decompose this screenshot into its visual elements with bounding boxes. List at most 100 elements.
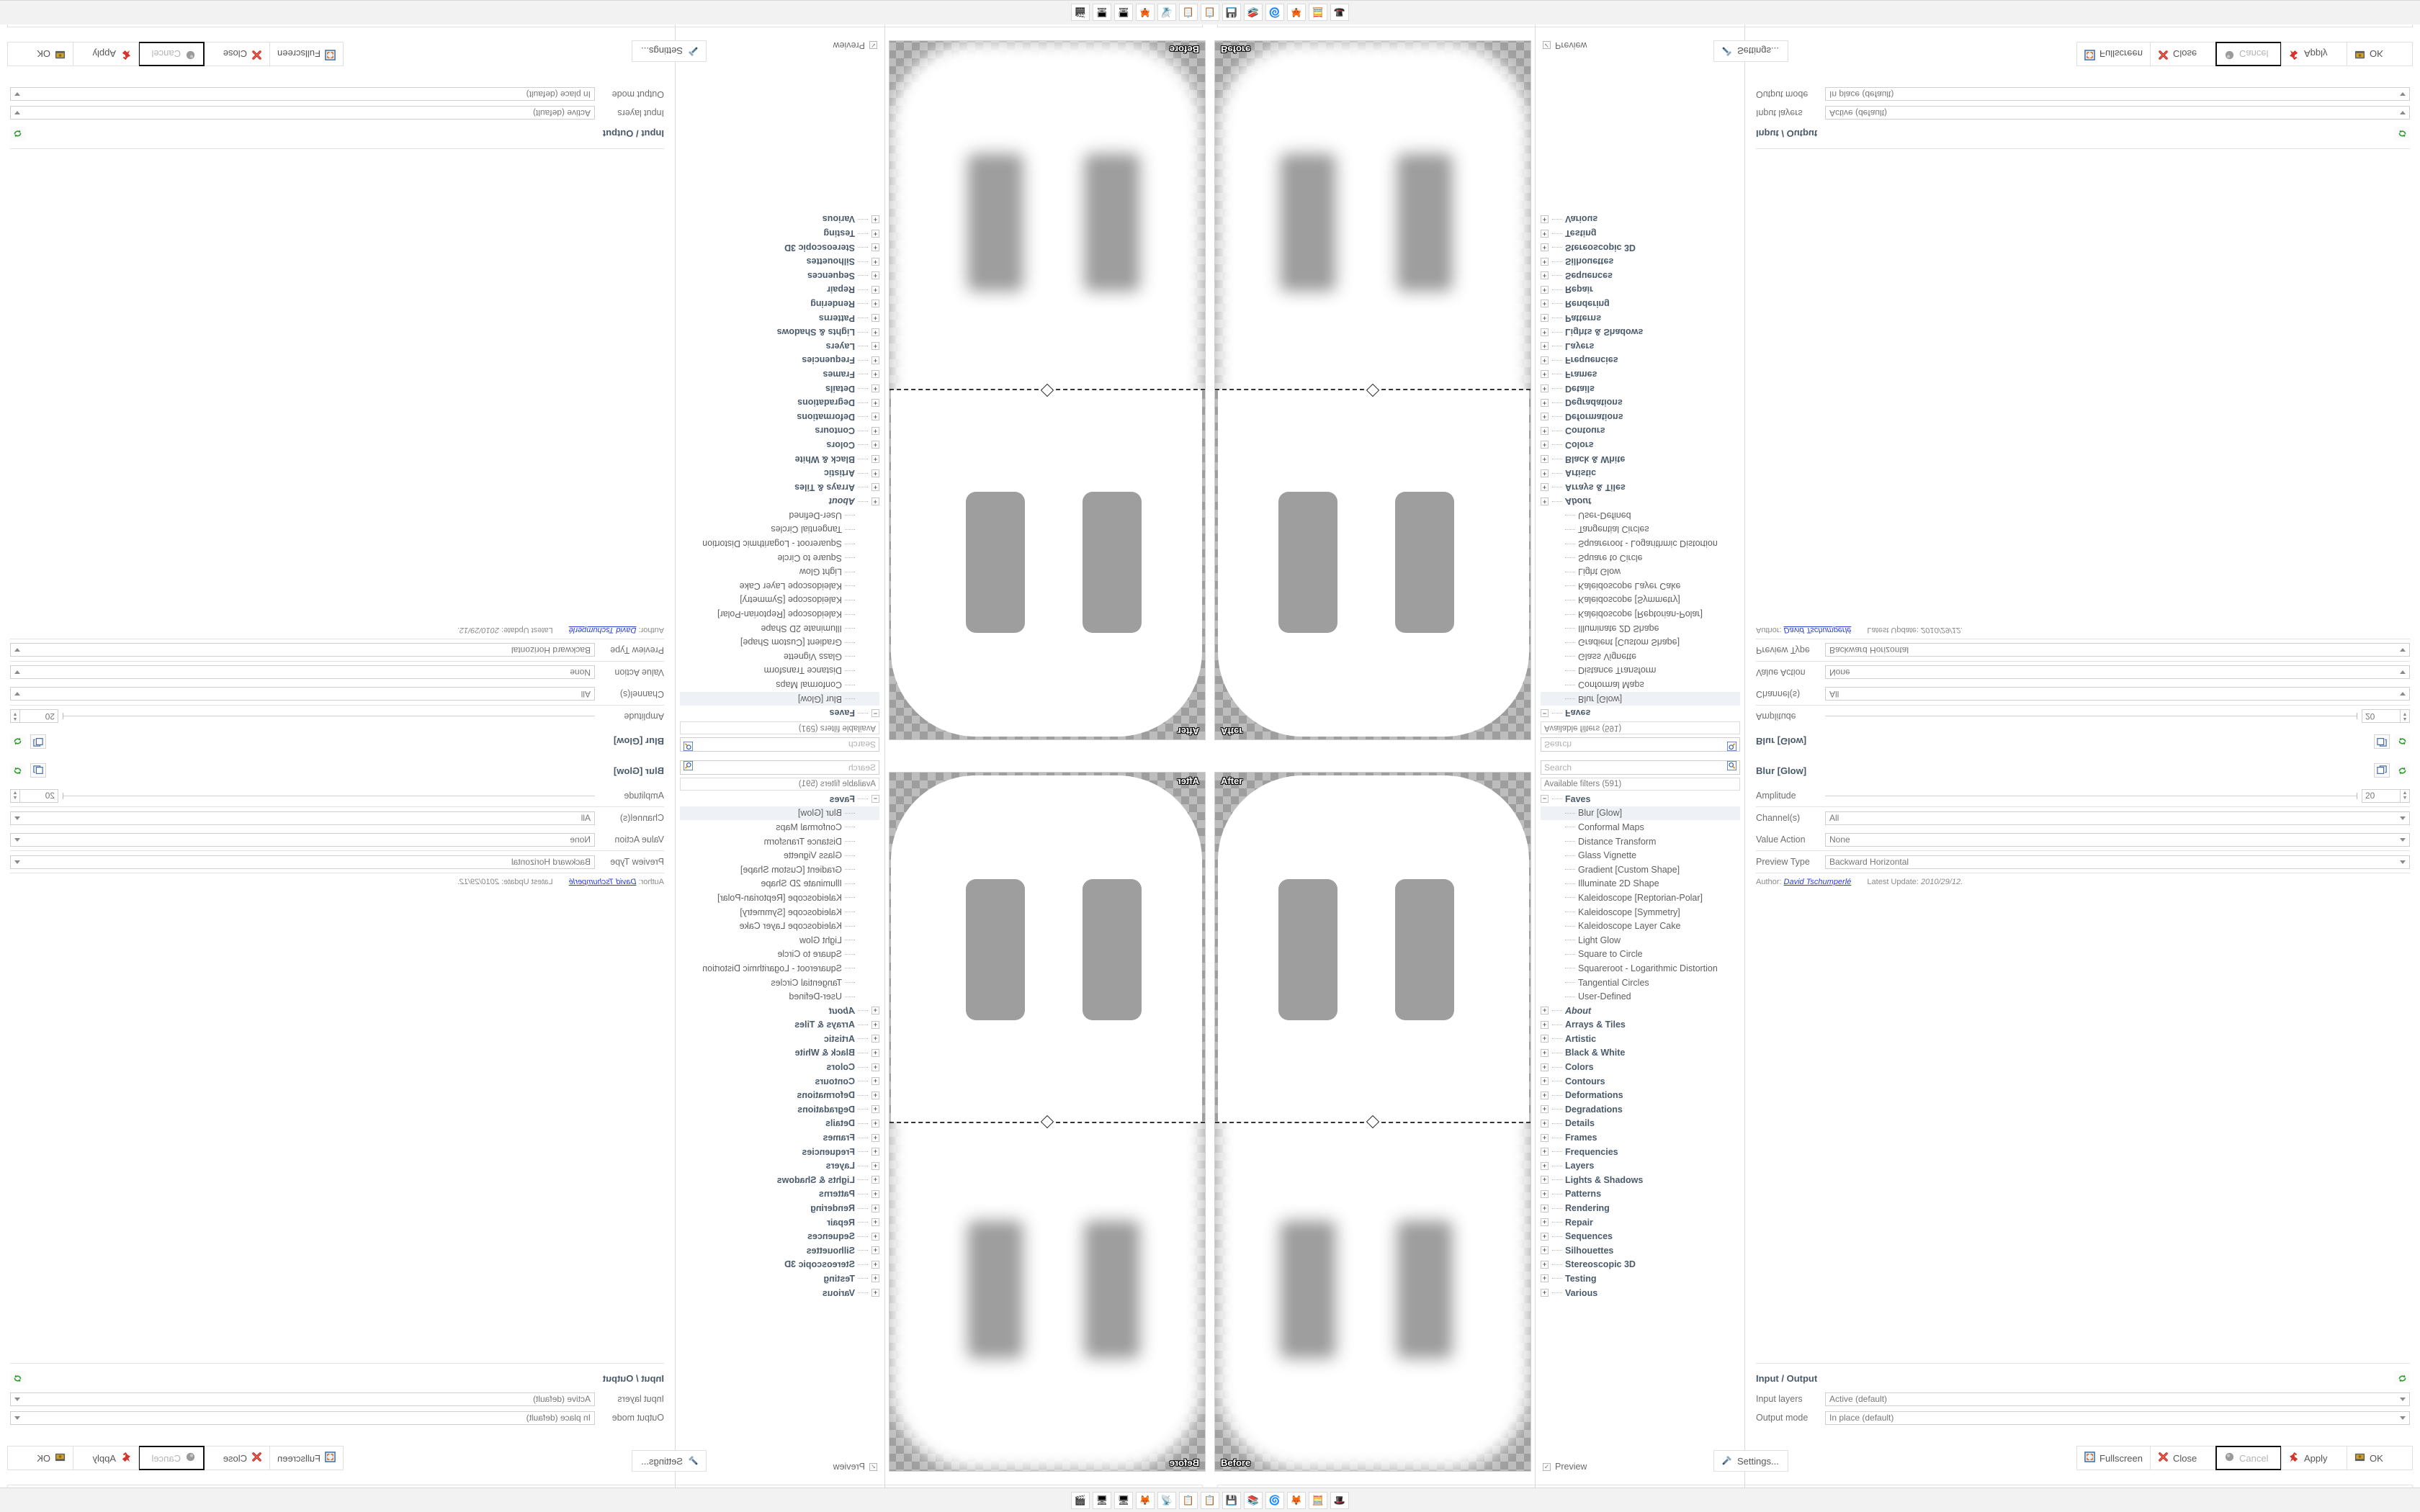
cancel-button[interactable]: Cancel xyxy=(2215,1446,2282,1470)
channels-select[interactable]: All xyxy=(1825,687,2410,701)
search-icon[interactable] xyxy=(1727,761,1736,774)
tree-category-contours[interactable]: + Contours xyxy=(1541,1074,1740,1089)
tree-item-fave[interactable]: Conformal Maps xyxy=(680,678,879,692)
tree-category-testing[interactable]: + Testing xyxy=(680,1272,879,1286)
tree-category-arrays-tiles[interactable]: + Arrays & Tiles xyxy=(680,480,879,495)
fullscreen-button[interactable]: Fullscreen xyxy=(269,1446,344,1470)
tree-category-layers[interactable]: + Layers xyxy=(680,1158,879,1173)
input-output-block[interactable]: Input / Output Input layers Active (defa… xyxy=(10,1363,664,1427)
expand-toggle-icon[interactable]: + xyxy=(1541,1176,1549,1184)
tree-item-fave[interactable]: Blur [Glow] xyxy=(680,691,879,706)
tree-category-patterns[interactable]: + Patterns xyxy=(680,311,879,325)
tree-item-fave[interactable]: Distance Transform xyxy=(1541,664,1740,678)
value-action-select[interactable]: None xyxy=(10,665,595,680)
channels-select[interactable]: All xyxy=(10,687,595,701)
disk64-icon[interactable]: 💾 xyxy=(1222,1491,1241,1509)
expand-toggle-icon[interactable]: + xyxy=(871,314,879,323)
apply-button[interactable]: Apply xyxy=(73,1446,139,1470)
tree-item-fave[interactable]: Kaleidoscope [Reptorian-Polar] xyxy=(1541,607,1740,621)
tree-item-fave[interactable]: Gradient [Custom Shape] xyxy=(1541,863,1740,877)
tree-item-fave[interactable]: Kaleidoscope [Symmetry] xyxy=(1541,905,1740,919)
tree-item-fave[interactable]: Blur [Glow] xyxy=(1541,806,1740,821)
amplitude-value[interactable]: 20 xyxy=(19,788,58,803)
expand-toggle-icon[interactable]: + xyxy=(871,497,879,505)
author-link[interactable]: David Tschumperlé xyxy=(568,878,637,886)
tree-category-patterns[interactable]: + Patterns xyxy=(680,1187,879,1202)
player-icon[interactable]: 🎬 xyxy=(1071,1491,1090,1509)
cancel-button[interactable]: Cancel xyxy=(138,1446,205,1470)
tree-category-artistic[interactable]: + Artistic xyxy=(1541,466,1740,480)
tree-item-fave[interactable]: Glass Vignette xyxy=(1541,649,1740,664)
dialog-button-bar[interactable]: Fullscreen Close Cancel xyxy=(2076,42,2413,66)
tree-item-fave[interactable]: Light Glow xyxy=(680,933,879,948)
tree-item-fave[interactable]: Kaleidoscope [Reptorian-Polar] xyxy=(680,891,879,905)
tree-item-fave[interactable]: Illuminate 2D Shape xyxy=(1541,621,1740,636)
expand-toggle-icon[interactable]: + xyxy=(1541,257,1549,266)
checkbox-box[interactable]: ✓ xyxy=(1543,1462,1551,1471)
fullscreen-button[interactable]: Fullscreen xyxy=(269,42,344,66)
expand-toggle-icon[interactable]: + xyxy=(1541,1148,1549,1156)
apply-button[interactable]: Apply xyxy=(73,42,139,66)
tree-group-faves[interactable]: − Faves xyxy=(1541,792,1740,806)
tree-item-fave[interactable]: Gradient [Custom Shape] xyxy=(680,863,879,877)
author-link[interactable]: David Tschumperlé xyxy=(568,626,637,634)
collapse-toggle-icon[interactable]: − xyxy=(1541,795,1549,804)
top-mirrored-taskbar[interactable]: 🎬 🖥 🖥 🦊 📡 📋 📋 💾 📚 🌀 🦊 🧮 🎩 xyxy=(0,0,2420,24)
expand-toggle-icon[interactable]: + xyxy=(871,469,879,477)
tree-item-fave[interactable]: Squareroot - Logarithmic Distortion xyxy=(680,961,879,976)
tree-category-arrays-tiles[interactable]: + Arrays & Tiles xyxy=(1541,480,1740,495)
channels-row[interactable]: Channel(s) All xyxy=(10,807,664,829)
expand-toggle-icon[interactable]: + xyxy=(1541,1035,1549,1043)
input-layers-select[interactable]: Active (default) xyxy=(10,106,595,120)
tree-category-artistic[interactable]: + Artistic xyxy=(1541,1032,1740,1046)
preview-type-select[interactable]: Backward Horizontal xyxy=(1825,855,2410,869)
search-icon[interactable] xyxy=(684,738,693,751)
tree-category-lights-shadows[interactable]: + Lights & Shadows xyxy=(680,1173,879,1187)
expand-toggle-icon[interactable]: + xyxy=(871,370,879,379)
tree-item-fave[interactable]: Illuminate 2D Shape xyxy=(680,877,879,891)
notepad2-icon[interactable]: 📋 xyxy=(1179,4,1198,22)
fullscreen-button[interactable]: Fullscreen xyxy=(2076,42,2151,66)
expand-toggle-icon[interactable]: + xyxy=(1541,384,1549,393)
expand-toggle-icon[interactable]: + xyxy=(871,426,879,435)
tree-item-fave[interactable]: Kaleidoscope Layer Cake xyxy=(680,579,879,593)
tree-item-fave[interactable]: Tangential Circles xyxy=(1541,976,1740,990)
reset-parameters-icon[interactable] xyxy=(2394,763,2410,778)
tree-category-lights-shadows[interactable]: + Lights & Shadows xyxy=(680,325,879,339)
parameters-body[interactable]: Amplitude 20 ▲ ▼ Channel(s) All xyxy=(10,626,664,727)
tree-item-fave[interactable]: Distance Transform xyxy=(680,664,879,678)
tree-category-artistic[interactable]: + Artistic xyxy=(680,466,879,480)
value-action-row[interactable]: Value Action None xyxy=(10,662,664,683)
input-layers-select[interactable]: Active (default) xyxy=(1825,106,2410,120)
expand-toggle-icon[interactable]: + xyxy=(871,413,879,421)
tree-item-fave[interactable]: Tangential Circles xyxy=(1541,523,1740,537)
apply-button[interactable]: Apply xyxy=(2281,42,2347,66)
channels-select[interactable]: All xyxy=(10,811,595,825)
tree-item-fave[interactable]: Kaleidoscope Layer Cake xyxy=(1541,919,1740,933)
reset-io-icon[interactable] xyxy=(10,1371,26,1385)
tree-item-fave[interactable]: Distance Transform xyxy=(680,834,879,849)
tree-category-layers[interactable]: + Layers xyxy=(1541,339,1740,354)
tree-category-frames[interactable]: + Frames xyxy=(1541,1130,1740,1145)
parameters-column[interactable]: Blur [Glow] Amplitude 20 xyxy=(0,0,674,756)
tree-category-stereoscopic-3d[interactable]: + Stereoscopic 3D xyxy=(680,240,879,255)
tree-category-details[interactable]: + Details xyxy=(680,382,879,396)
tree-item-fave[interactable]: Conformal Maps xyxy=(1541,678,1740,692)
expand-toggle-icon[interactable]: + xyxy=(1541,1204,1549,1212)
tree-item-fave[interactable]: User-Defined xyxy=(680,508,879,523)
fullscreen-button[interactable]: Fullscreen xyxy=(2076,1446,2151,1470)
expand-toggle-icon[interactable]: + xyxy=(871,300,879,308)
reset-io-icon[interactable] xyxy=(10,127,26,141)
collapse-toggle-icon[interactable]: − xyxy=(871,708,879,717)
amplitude-stepper[interactable]: ▲ ▼ xyxy=(10,788,19,803)
tree-category-various[interactable]: + Various xyxy=(1541,1286,1740,1300)
files-icon[interactable]: 📚 xyxy=(1244,1491,1263,1509)
reset-parameters-icon[interactable] xyxy=(2394,734,2410,749)
tree-item-fave[interactable]: Glass Vignette xyxy=(680,649,879,664)
value-action-row[interactable]: Value Action None xyxy=(10,829,664,850)
expand-toggle-icon[interactable]: + xyxy=(1541,469,1549,477)
input-layers-row[interactable]: Input layers Active (default) xyxy=(1756,104,2410,122)
expand-toggle-icon[interactable]: + xyxy=(871,1091,879,1099)
tree-category-frames[interactable]: + Frames xyxy=(1541,367,1740,382)
expand-toggle-icon[interactable]: + xyxy=(871,1260,879,1269)
